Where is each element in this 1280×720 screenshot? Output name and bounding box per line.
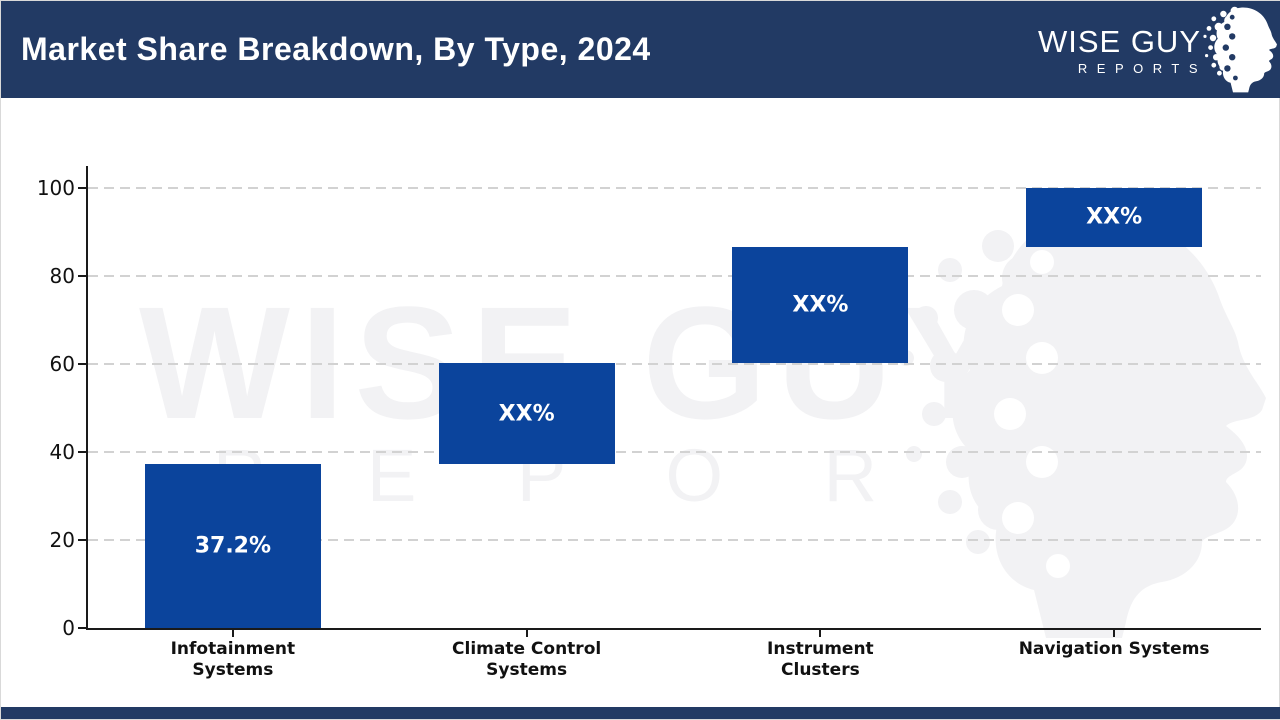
y-axis-line	[86, 166, 88, 630]
x-axis-tick	[525, 630, 528, 637]
logo-reports-label: REPORTS	[1077, 61, 1207, 76]
gridline	[88, 275, 1261, 277]
wise-guy-reports-logo: WISE GUY REPORTS	[1013, 1, 1277, 98]
x-axis-line	[86, 628, 1261, 630]
x-axis-tick	[819, 630, 822, 637]
y-axis-tick	[78, 187, 86, 189]
y-axis-tick	[78, 275, 86, 277]
y-axis-tick	[78, 363, 86, 365]
x-axis-tick	[231, 630, 234, 637]
y-axis-tick	[78, 539, 86, 541]
logo-head-icon	[1203, 6, 1277, 93]
y-axis-tick-label: 20	[49, 528, 75, 552]
bar-segment	[732, 246, 909, 363]
gridline	[88, 187, 1261, 189]
bar-value-label: XX%	[498, 401, 555, 426]
gridline	[88, 451, 1261, 453]
x-axis-category-label: Instrument Clusters	[767, 639, 874, 680]
bar-value-label: XX%	[1086, 204, 1143, 230]
bar-segment	[144, 464, 321, 628]
title-bar: Market Share Breakdown, By Type, 2024 WI…	[1, 1, 1280, 98]
gridline	[88, 363, 1261, 365]
y-axis-tick-label: 40	[49, 440, 75, 464]
y-axis-tick-label: 60	[49, 352, 75, 376]
bar-segment	[1026, 188, 1203, 247]
x-axis-tick	[1113, 630, 1116, 637]
x-axis-category-label: Climate Control Systems	[452, 639, 602, 680]
y-axis-tick-label: 0	[62, 616, 75, 640]
y-axis-tick	[78, 627, 86, 629]
page-title: Market Share Breakdown, By Type, 2024	[21, 31, 651, 67]
y-axis-tick-label: 80	[49, 264, 75, 288]
logo-text: WISE GUY REPORTS	[1038, 25, 1201, 76]
logo-wiseguy-label: WISE GUY	[1037, 24, 1201, 59]
bar-segment	[438, 362, 615, 465]
x-axis-category-label: Infotainment Systems	[170, 639, 296, 680]
gridline	[88, 539, 1261, 541]
y-axis-tick	[78, 451, 86, 453]
footer-bar	[1, 707, 1280, 719]
x-axis-category-label: Navigation Systems	[1018, 639, 1210, 659]
bar-value-label: XX%	[792, 292, 849, 318]
y-axis-tick-label: 100	[36, 176, 75, 200]
bar-value-label: 37.2%	[194, 533, 272, 559]
